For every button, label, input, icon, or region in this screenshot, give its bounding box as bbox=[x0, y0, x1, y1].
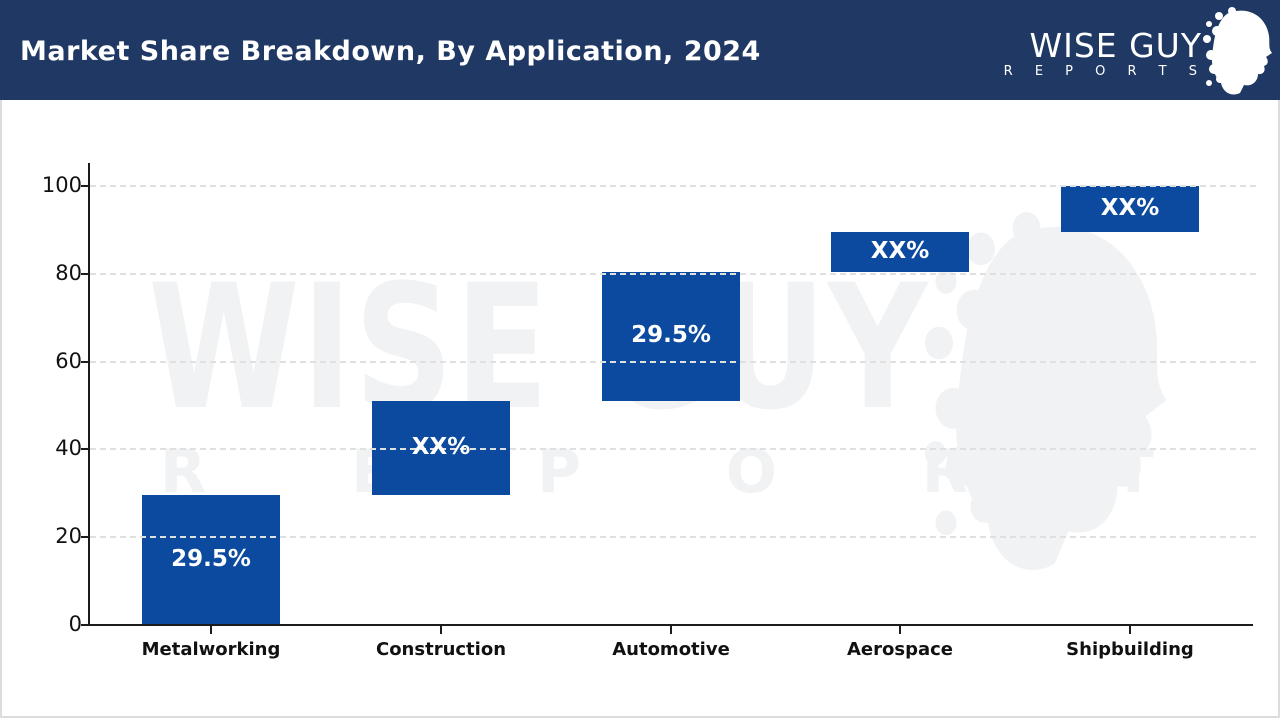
gridline-20 bbox=[90, 536, 1256, 539]
y-tick-label-40: 40 bbox=[55, 436, 82, 461]
gridline-80 bbox=[90, 272, 1256, 275]
gridline-100 bbox=[90, 185, 1256, 187]
logo-wordmark: WISE GUY bbox=[1029, 26, 1202, 65]
header-bar: Market Share Breakdown, By Application, … bbox=[0, 0, 1280, 100]
bar-shipbuilding bbox=[1061, 186, 1199, 233]
y-tick-mark-0 bbox=[81, 624, 89, 626]
x-tick-mark-metalworking bbox=[210, 626, 212, 634]
y-tick-label-60: 60 bbox=[55, 348, 82, 373]
logo-subtext: R E P O R T S bbox=[1003, 64, 1206, 79]
x-axis-line bbox=[88, 624, 1253, 626]
y-tick-mark-20 bbox=[81, 536, 89, 539]
y-tick-mark-80 bbox=[81, 272, 89, 275]
dotted-head-profile-icon bbox=[1203, 7, 1272, 95]
x-tick-mark-automotive bbox=[670, 626, 672, 634]
x-category-label-metalworking: Metalworking bbox=[141, 639, 281, 660]
bar-value-label-metalworking: 29.5% bbox=[171, 546, 251, 573]
x-category-label-shipbuilding: Shipbuilding bbox=[1066, 639, 1194, 660]
bar-metalworking bbox=[142, 495, 280, 625]
bar-aerospace bbox=[831, 232, 969, 272]
x-tick-mark-aerospace bbox=[899, 626, 901, 634]
watermark-wordmark: WISE GUY bbox=[148, 247, 930, 448]
x-tick-mark-shipbuilding bbox=[1129, 626, 1131, 634]
bar-value-label-aerospace: XX% bbox=[870, 237, 930, 264]
y-axis-line bbox=[88, 163, 90, 626]
y-tick-label-0: 0 bbox=[68, 612, 82, 636]
x-tick-mark-construction bbox=[440, 626, 442, 634]
page-title: Market Share Breakdown, By Application, … bbox=[20, 36, 761, 67]
x-category-label-automotive: Automotive bbox=[612, 639, 730, 660]
y-tick-label-20: 20 bbox=[55, 524, 82, 549]
gridline-60 bbox=[90, 360, 1256, 363]
watermark-dotted-head-profile-icon bbox=[925, 212, 1167, 571]
x-category-label-aerospace: Aerospace bbox=[846, 639, 953, 660]
bar-value-label-shipbuilding: XX% bbox=[1100, 195, 1160, 222]
y-tick-label-100: 100 bbox=[41, 173, 82, 197]
y-tick-mark-60 bbox=[81, 360, 89, 363]
y-tick-mark-40 bbox=[81, 448, 89, 451]
bar-value-label-automotive: 29.5% bbox=[631, 322, 711, 349]
bar-value-label-construction: XX% bbox=[411, 434, 471, 461]
y-tick-mark-100 bbox=[81, 185, 89, 187]
gridline-40 bbox=[90, 448, 1256, 451]
bar-construction bbox=[372, 401, 510, 496]
wise-guy-logo: WISE GUY R E P O R T S bbox=[1004, 0, 1272, 100]
y-tick-label-80: 80 bbox=[55, 260, 82, 285]
bar-automotive bbox=[602, 271, 740, 402]
x-category-label-construction: Construction bbox=[375, 639, 507, 660]
